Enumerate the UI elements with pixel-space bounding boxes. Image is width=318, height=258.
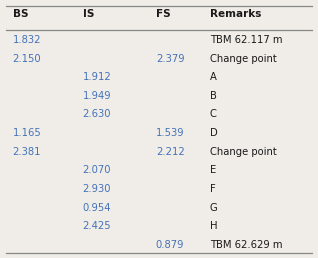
Text: 2.379: 2.379 (156, 54, 184, 63)
Text: E: E (210, 165, 216, 175)
Text: D: D (210, 128, 218, 138)
Text: H: H (210, 221, 218, 231)
Text: 2.070: 2.070 (83, 165, 111, 175)
Text: 2.930: 2.930 (83, 184, 111, 194)
Text: 1.539: 1.539 (156, 128, 184, 138)
Text: Remarks: Remarks (210, 9, 261, 19)
Text: C: C (210, 109, 217, 119)
Text: 1.949: 1.949 (83, 91, 111, 101)
Text: 2.381: 2.381 (13, 147, 41, 157)
Text: 0.954: 0.954 (83, 203, 111, 213)
Text: Change point: Change point (210, 147, 277, 157)
Text: 0.879: 0.879 (156, 240, 184, 250)
Text: 2.212: 2.212 (156, 147, 184, 157)
Text: 2.150: 2.150 (13, 54, 41, 63)
Text: A: A (210, 72, 217, 82)
Text: B: B (210, 91, 217, 101)
Text: 1.912: 1.912 (83, 72, 111, 82)
Text: TBM 62.117 m: TBM 62.117 m (210, 35, 282, 45)
Text: G: G (210, 203, 218, 213)
Text: FS: FS (156, 9, 170, 19)
Text: BS: BS (13, 9, 28, 19)
Text: 1.165: 1.165 (13, 128, 41, 138)
Text: F: F (210, 184, 216, 194)
Text: IS: IS (83, 9, 94, 19)
Text: Change point: Change point (210, 54, 277, 63)
Text: 2.630: 2.630 (83, 109, 111, 119)
Text: 1.832: 1.832 (13, 35, 41, 45)
Text: 2.425: 2.425 (83, 221, 111, 231)
Text: TBM 62.629 m: TBM 62.629 m (210, 240, 282, 250)
